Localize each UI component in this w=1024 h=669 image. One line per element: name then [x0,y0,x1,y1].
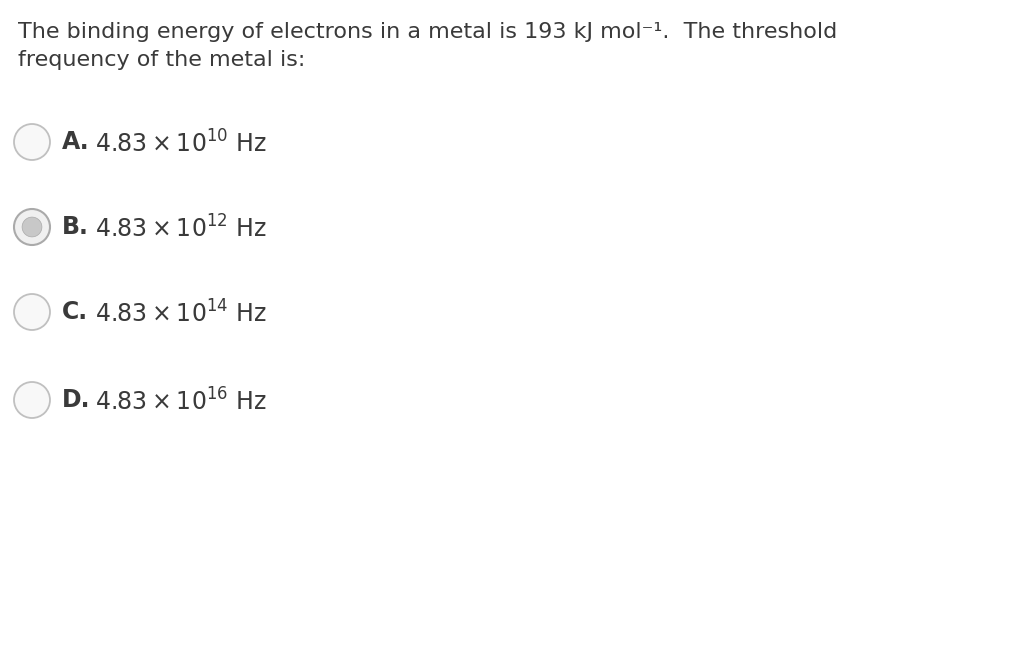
Ellipse shape [23,217,42,237]
Text: $4.83 \times 10^{14}$ Hz: $4.83 \times 10^{14}$ Hz [95,300,266,327]
Ellipse shape [14,294,50,330]
Ellipse shape [14,382,50,418]
Text: D.: D. [62,388,90,412]
Text: A.: A. [62,130,90,154]
Text: frequency of the metal is:: frequency of the metal is: [18,50,305,70]
Text: $4.83 \times 10^{12}$ Hz: $4.83 \times 10^{12}$ Hz [95,215,266,242]
Text: B.: B. [62,215,89,239]
Ellipse shape [14,209,50,245]
Text: C.: C. [62,300,88,324]
Text: The binding energy of electrons in a metal is 193 kJ mol⁻¹.  The threshold: The binding energy of electrons in a met… [18,22,838,42]
Text: $4.83 \times 10^{16}$ Hz: $4.83 \times 10^{16}$ Hz [95,388,266,415]
Ellipse shape [14,124,50,160]
Text: $4.83 \times 10^{10}$ Hz: $4.83 \times 10^{10}$ Hz [95,130,266,157]
